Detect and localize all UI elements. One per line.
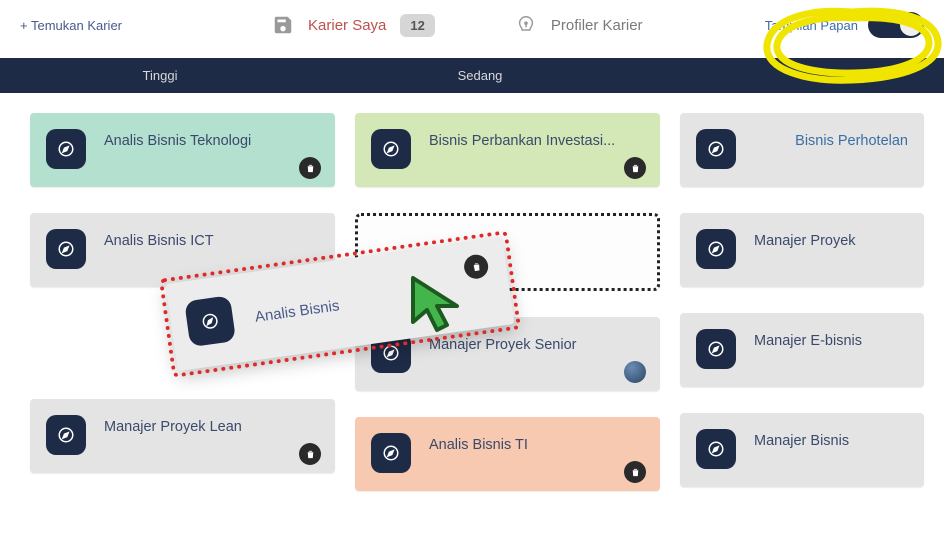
- delete-button[interactable]: [299, 443, 321, 465]
- tab-profiler-label: Profiler Karier: [551, 17, 643, 34]
- compass-icon: [696, 129, 736, 169]
- col-header-right: [640, 58, 944, 93]
- card-title: Analis Bisnis Teknologi: [104, 129, 319, 149]
- column-right: Bisnis Perhotelan Manajer Proyek Manajer…: [680, 113, 924, 491]
- board-view-toggle[interactable]: [868, 12, 924, 38]
- discover-link[interactable]: + Temukan Karier: [20, 18, 122, 33]
- card-title: Manajer Proyek Senior: [429, 333, 644, 353]
- compass-icon: [371, 129, 411, 169]
- career-card[interactable]: Manajer Bisnis: [680, 413, 924, 487]
- delete-button[interactable]: [624, 157, 646, 179]
- card-title: Manajer Proyek Lean: [104, 415, 319, 435]
- topbar: + Temukan Karier Karier Saya 12 Profiler…: [0, 0, 944, 58]
- card-title: Bisnis Perhotelan: [754, 129, 908, 149]
- compass-icon: [46, 229, 86, 269]
- career-count-badge: 12: [400, 14, 434, 37]
- toggle-knob: [900, 14, 922, 36]
- card-title: Manajer Proyek: [754, 229, 908, 249]
- career-card[interactable]: Bisnis Perbankan Investasi...: [355, 113, 660, 187]
- career-card[interactable]: Analis Bisnis Teknologi: [30, 113, 335, 187]
- delete-button[interactable]: [299, 157, 321, 179]
- compass-icon: [371, 433, 411, 473]
- globe-icon[interactable]: [624, 361, 646, 383]
- board-view-toggle-label: Tampilan Papan: [765, 18, 858, 33]
- compass-icon: [696, 329, 736, 369]
- card-title: Manajer Bisnis: [754, 429, 908, 449]
- tab-my-career[interactable]: Karier Saya 12: [272, 14, 435, 37]
- profiler-icon: [515, 14, 537, 36]
- compass-icon: [696, 429, 736, 469]
- delete-button[interactable]: [624, 461, 646, 483]
- board-view-toggle-wrap: Tampilan Papan: [765, 12, 924, 38]
- career-card[interactable]: Analis Bisnis TI: [355, 417, 660, 491]
- compass-icon: [46, 415, 86, 455]
- card-title: Analis Bisnis TI: [429, 433, 644, 453]
- save-icon: [272, 14, 294, 36]
- col-header-medium: Sedang: [320, 58, 640, 93]
- career-card[interactable]: Bisnis Perhotelan: [680, 113, 924, 187]
- col-header-high: Tinggi: [0, 58, 320, 93]
- career-card[interactable]: Manajer Proyek: [680, 213, 924, 287]
- career-card[interactable]: Manajer E-bisnis: [680, 313, 924, 387]
- compass-icon: [184, 295, 236, 347]
- tab-my-career-label: Karier Saya: [308, 17, 386, 34]
- column-headers: Tinggi Sedang: [0, 58, 944, 93]
- card-title: Manajer E-bisnis: [754, 329, 908, 349]
- compass-icon: [46, 129, 86, 169]
- career-card[interactable]: Manajer Proyek Lean: [30, 399, 335, 473]
- card-title: Analis Bisnis: [253, 271, 494, 325]
- compass-icon: [696, 229, 736, 269]
- tab-profiler[interactable]: Profiler Karier: [515, 14, 643, 36]
- card-title: Analis Bisnis ICT: [104, 229, 319, 249]
- card-title: Bisnis Perbankan Investasi...: [429, 129, 644, 149]
